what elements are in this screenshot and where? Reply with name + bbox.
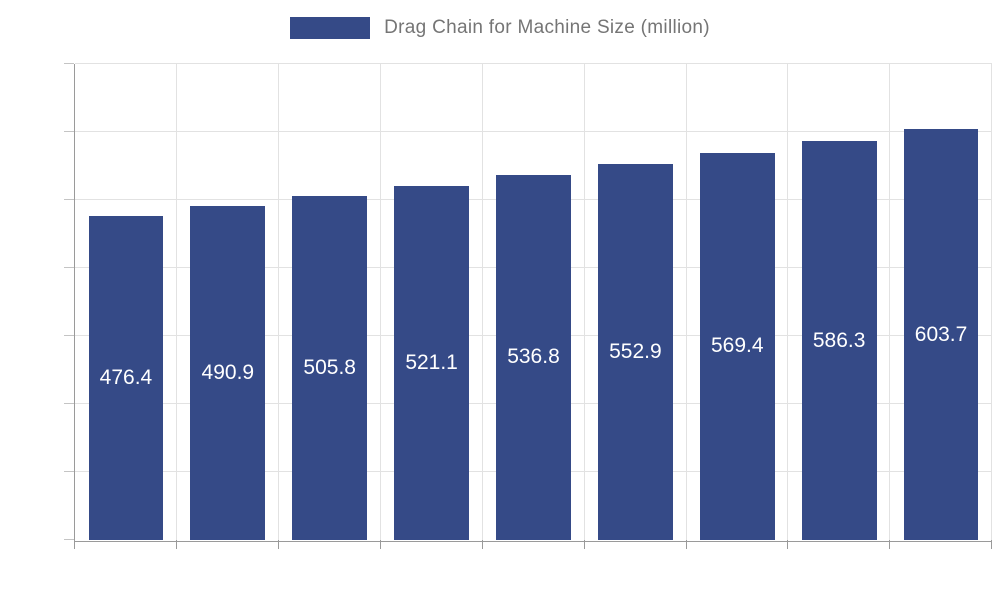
v-gridline [379,64,381,540]
bar[interactable]: 552.9 [597,164,673,540]
y-axis-line [73,64,75,540]
v-gridline [278,64,280,540]
y-axis-tick [63,267,74,269]
bar-value-label: 586.3 [812,328,866,352]
bar-value-label: 536.8 [507,345,560,369]
y-axis-tick [63,199,74,201]
y-axis-tick [63,335,74,337]
h-gridline [75,131,992,133]
x-axis-tick [176,540,178,549]
y-axis-tick [63,403,74,405]
x-axis-line [75,540,992,542]
h-gridline [75,63,992,65]
y-axis-tick [63,131,74,133]
x-axis-tick [991,540,993,549]
v-gridline [685,64,687,540]
legend: Drag Chain for Machine Size (million) [0,17,1000,39]
bar-value-label: 490.9 [201,361,255,385]
bar-value-label: 505.8 [303,356,356,380]
x-axis-tick [278,540,280,549]
v-gridline [176,64,178,540]
x-axis-tick [787,540,789,549]
bar-value-label: 476.4 [99,366,153,390]
y-axis-tick [63,63,74,65]
bar-value-label: 521.1 [405,350,458,374]
y-axis-tick [63,539,74,541]
bar[interactable]: 603.7 [903,129,979,540]
x-axis-tick [379,540,381,549]
legend-item[interactable]: Drag Chain for Machine Size (million) [290,17,710,39]
legend-swatch [290,17,371,39]
x-axis-tick [481,540,483,549]
bar[interactable]: 521.1 [394,185,470,540]
x-axis-tick [685,540,687,549]
bar[interactable]: 490.9 [190,206,266,540]
bar[interactable]: 536.8 [496,174,571,540]
bar-value-label: 552.9 [609,340,662,364]
plot-area: 476.4 490.9 505.8 521.1 536.8 552.9 569.4 586.3… [63,63,993,549]
legend-label: Drag Chain for Machine Size (million) [384,17,710,38]
v-gridline [583,64,585,540]
v-gridline [787,64,789,540]
v-gridline [889,64,891,540]
bar[interactable]: 476.4 [88,216,164,540]
bar-value-label: 569.4 [710,334,764,358]
v-gridline [481,64,483,540]
bar[interactable]: 505.8 [292,196,368,540]
x-axis-tick [889,540,891,549]
x-axis-tick [74,540,76,549]
bar-value-label: 603.7 [914,322,968,346]
bar[interactable]: 586.3 [801,141,877,540]
bar[interactable]: 569.4 [699,152,775,540]
x-axis-tick [583,540,585,549]
y-axis-tick [63,471,74,473]
v-gridline [991,64,993,540]
